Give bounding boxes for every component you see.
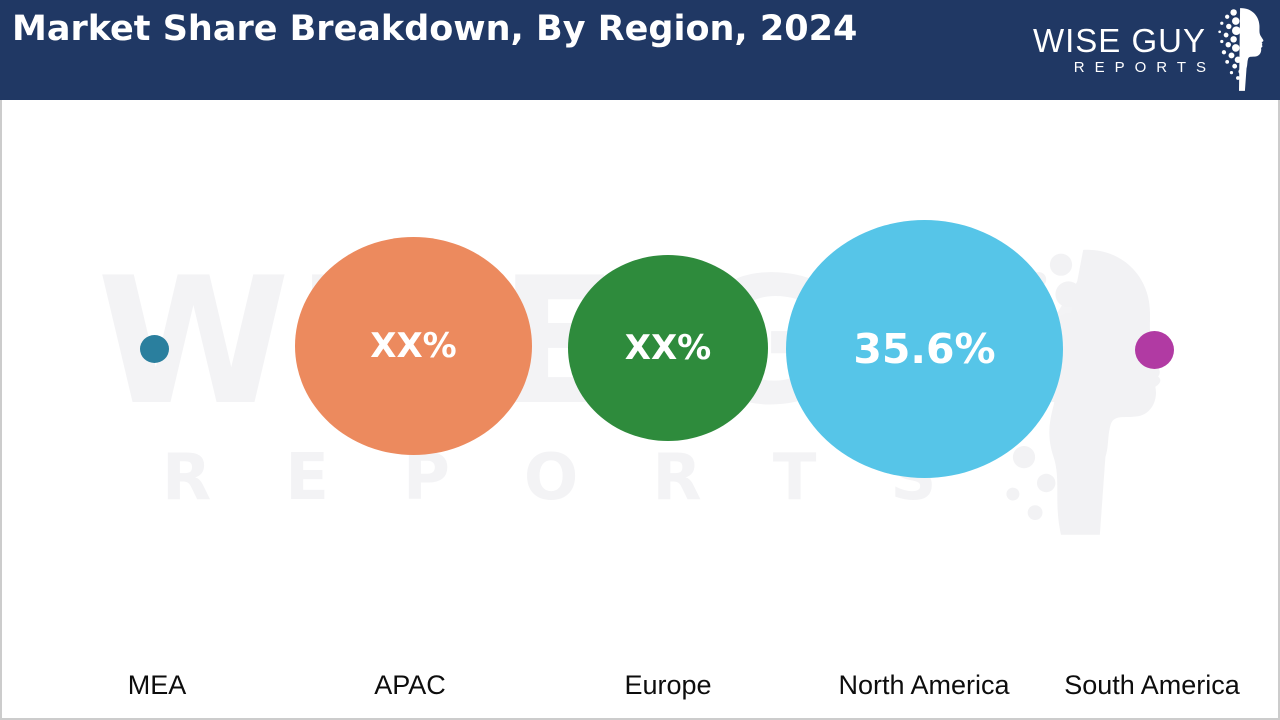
logo-name-text: WISE GUY (1032, 21, 1206, 59)
page-header: Market Share Breakdown, By Region, 2024 … (0, 0, 1280, 100)
logo-wordmark: WISE GUY REPORTS (1033, 24, 1206, 75)
bubble-apac: XX% (295, 237, 532, 455)
axis-label-europe: Europe (624, 670, 712, 700)
logo-head-icon (1218, 8, 1264, 91)
chart-title: Market Share Breakdown, By Region, 2024 (12, 9, 858, 49)
watermark-tagline: REPORTS (162, 441, 1011, 515)
wiseguy-logo: WISE GUY REPORTS (1033, 0, 1280, 92)
bubble-mea (140, 335, 169, 363)
bubble-south-america (1135, 331, 1174, 369)
logo-tagline-text: REPORTS (1073, 58, 1216, 76)
bubble-europe: XX% (568, 255, 768, 441)
axis-label-mea: MEA (127, 670, 187, 700)
bubble-apac-value: XX% (370, 326, 457, 366)
chart-canvas: WISE GUY REPORTS XX% XX% 35.6% MEA APAC … (0, 100, 1280, 720)
axis-label-south-america: South America (1064, 670, 1240, 700)
bubble-europe-value: XX% (624, 328, 712, 368)
bubble-north-america-value: 35.6% (853, 325, 996, 373)
axis-label-apac: APAC (374, 670, 446, 700)
bubble-north-america: 35.6% (786, 220, 1063, 478)
axis-label-north-america: North America (838, 670, 1010, 700)
